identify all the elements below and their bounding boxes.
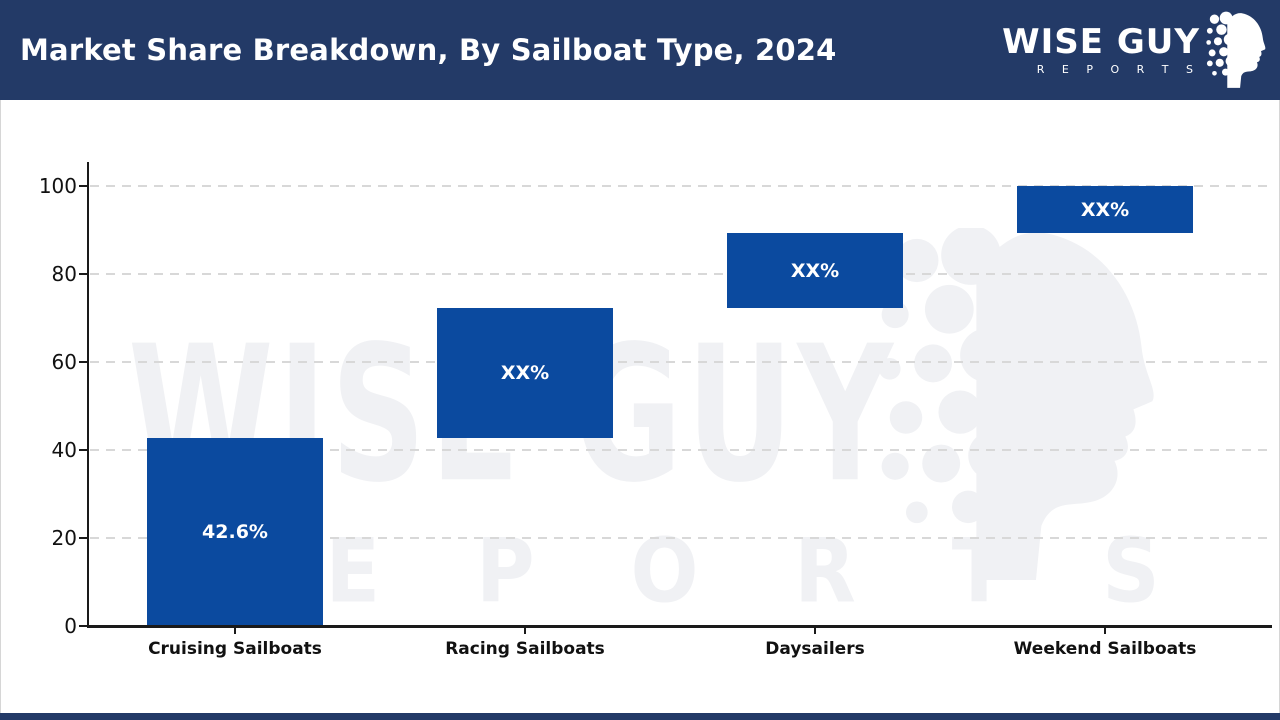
brand-logo-line1: WISE GUY — [1002, 22, 1200, 62]
header-bar: Market Share Breakdown, By Sailboat Type… — [0, 0, 1280, 100]
y-tick-0 — [79, 625, 87, 627]
x-tick-label-1: Racing Sailboats — [445, 639, 605, 659]
brand-logo-text: WISE GUY R E P O R T S — [1002, 24, 1200, 76]
brand-logo: WISE GUY R E P O R T S — [1002, 11, 1268, 89]
bar-daysailers: XX% — [727, 233, 903, 308]
bar-value-label: XX% — [790, 259, 840, 282]
bar-value-label: 42.6% — [202, 520, 268, 543]
y-tick-20 — [79, 537, 87, 539]
gridline-y20 — [90, 537, 1272, 539]
y-tick-label-20: 20 — [51, 526, 77, 550]
bar-value-label: XX% — [1080, 198, 1130, 221]
bar-value-label: XX% — [500, 362, 550, 384]
x-tick-3 — [1104, 626, 1106, 634]
gridline-y60 — [90, 361, 1272, 363]
y-tick-label-100: 100 — [38, 174, 77, 198]
bar-cruising-sailboats: 42.6% — [147, 438, 323, 625]
bar-racing-sailboats: XX% — [437, 308, 613, 438]
watermark-face-icon — [878, 228, 1154, 580]
x-tick-2 — [814, 626, 816, 634]
gridline-y100 — [90, 185, 1272, 187]
y-tick-label-0: 0 — [64, 614, 77, 638]
page-title: Market Share Breakdown, By Sailboat Type… — [20, 33, 837, 67]
y-tick-40 — [79, 449, 87, 451]
logo-face-icon — [1206, 11, 1266, 88]
x-tick-label-3: Weekend Sailboats — [1013, 639, 1197, 659]
gridline-y40 — [90, 449, 1272, 451]
y-tick-80 — [79, 273, 87, 275]
x-axis-spine — [87, 625, 1272, 628]
brand-logo-line2: R E P O R T S — [1036, 63, 1200, 76]
x-tick-1 — [524, 626, 526, 634]
chart-area: WISE GUY R E P O R T S 42.6% XX% XX% XX% 0 20… — [0, 100, 1280, 713]
bar-weekend-sailboats: XX% — [1017, 186, 1193, 233]
y-tick-label-80: 80 — [51, 262, 77, 286]
x-tick-label-0: Cruising Sailboats — [148, 639, 322, 659]
x-tick-label-2: Daysailers — [765, 639, 865, 659]
y-tick-label-60: 60 — [51, 350, 77, 374]
footer-bar — [0, 713, 1280, 720]
x-tick-0 — [234, 626, 236, 634]
y-axis-spine — [87, 162, 89, 626]
gridline-y80 — [90, 273, 1272, 275]
y-tick-60 — [79, 361, 87, 363]
left-border-line — [0, 100, 1, 713]
y-tick-100 — [79, 185, 87, 187]
y-tick-label-40: 40 — [51, 438, 77, 462]
